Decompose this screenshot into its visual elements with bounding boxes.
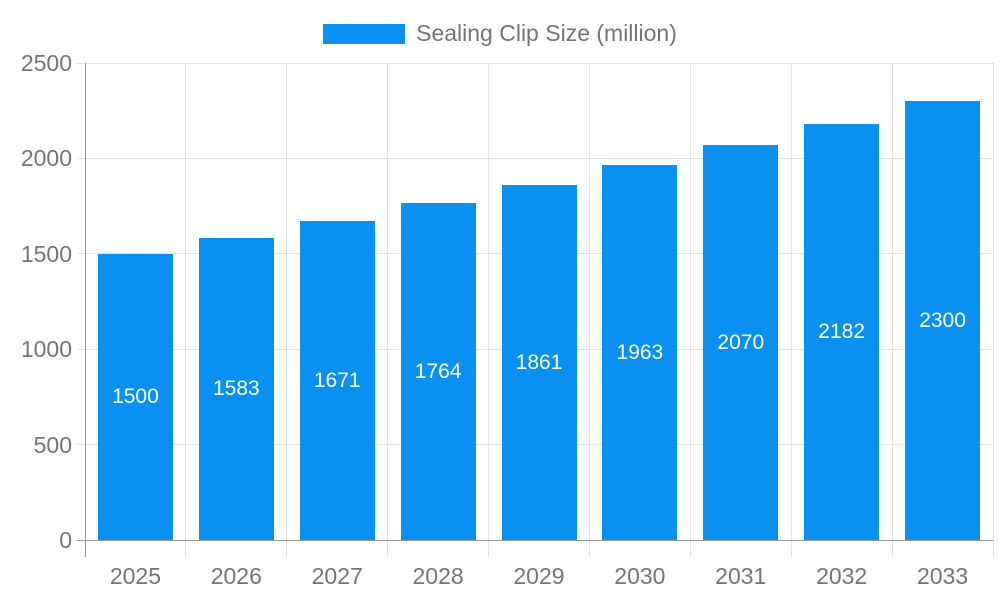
y-axis-line — [84, 63, 86, 557]
x-axis-label-2026: 2026 — [210, 563, 262, 589]
gridline-x-2 — [286, 63, 288, 557]
x-axis-label-2029: 2029 — [513, 563, 565, 589]
y-axis-label-1000: 1000 — [20, 336, 72, 363]
y-axis-label-500: 500 — [33, 431, 72, 458]
x-axis-label-2028: 2028 — [412, 563, 464, 589]
y-axis-label-0: 0 — [59, 527, 72, 553]
bar-2032[interactable]: 2182 — [804, 123, 880, 540]
x-axis-label-2030: 2030 — [614, 563, 666, 589]
legend-label: Sealing Clip Size (million) — [416, 20, 677, 46]
bar-value-label: 2182 — [818, 320, 866, 344]
gridline-x-7 — [790, 63, 792, 557]
bar-value-label: 1963 — [616, 341, 664, 365]
bar-2033[interactable]: 2300 — [905, 101, 981, 540]
bar-2030[interactable]: 1963 — [602, 165, 678, 540]
bar-2031[interactable]: 2070 — [703, 145, 779, 540]
x-axis-label-2027: 2027 — [311, 563, 363, 589]
y-axis-label-1500: 1500 — [20, 240, 72, 267]
y-axis-label-2000: 2000 — [20, 145, 72, 172]
bar-value-label: 1764 — [414, 360, 462, 384]
bar-2025[interactable]: 1500 — [97, 253, 173, 540]
y-axis-label-2500: 2500 — [20, 50, 72, 76]
gridline-x-8 — [891, 63, 893, 557]
bar-value-label: 1671 — [313, 369, 361, 393]
gridline-y-2500 — [77, 62, 993, 64]
chart-legend[interactable]: Sealing Clip Size (million) — [0, 22, 1000, 45]
x-axis-line — [77, 539, 993, 541]
gridline-x-6 — [689, 63, 691, 557]
bar-2028[interactable]: 1764 — [400, 203, 476, 540]
gridline-x-4 — [488, 63, 490, 557]
bar-value-label: 1861 — [515, 350, 563, 374]
gridline-y-2000 — [77, 157, 993, 159]
bar-2029[interactable]: 1861 — [501, 184, 577, 540]
x-axis-label-2025: 2025 — [109, 563, 162, 589]
gridline-x-9 — [992, 63, 994, 557]
bar-value-label: 2070 — [717, 331, 765, 354]
gridline-x-5 — [588, 63, 590, 557]
x-axis-label-2031: 2031 — [715, 563, 767, 589]
gridline-x-3 — [387, 63, 389, 557]
bar-value-label: 1583 — [212, 377, 260, 401]
bar-value-label: 2300 — [919, 309, 966, 333]
legend-swatch[interactable] — [323, 23, 406, 44]
bar-2027[interactable]: 1671 — [299, 221, 375, 540]
x-axis-label-2033: 2033 — [916, 563, 969, 589]
x-axis-label-2032: 2032 — [816, 563, 868, 589]
bar-2026[interactable]: 1583 — [198, 237, 274, 540]
bar-value-label: 1500 — [112, 385, 159, 409]
gridline-x-1 — [185, 63, 187, 557]
